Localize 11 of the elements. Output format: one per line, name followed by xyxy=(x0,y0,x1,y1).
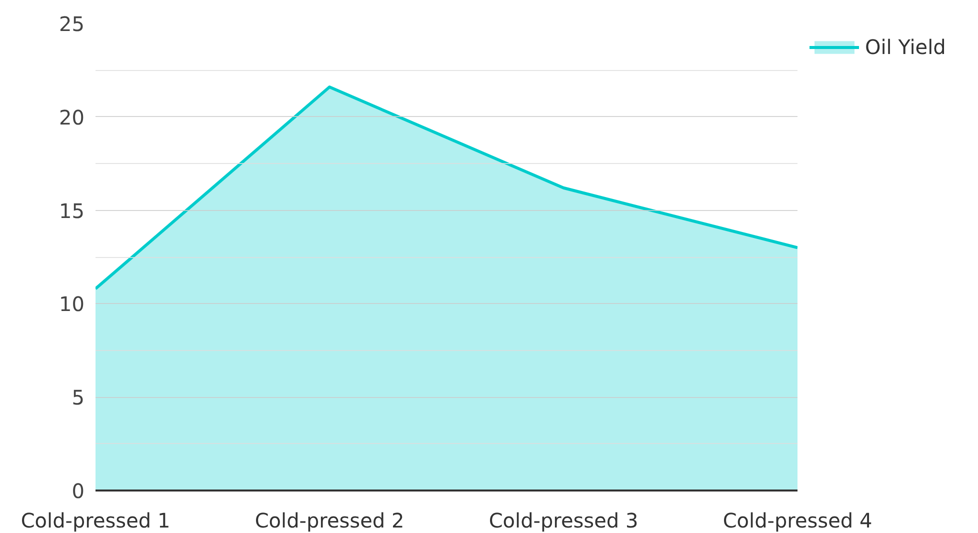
x-tick-label: Cold-pressed 4 xyxy=(722,508,872,532)
y-tick-label: 15 xyxy=(59,198,85,223)
y-tick-label: 5 xyxy=(72,386,85,410)
x-tick-label: Cold-pressed 3 xyxy=(488,508,638,532)
y-tick-label: 25 xyxy=(59,12,85,36)
y-tick-label: 20 xyxy=(59,105,85,130)
y-tick-label: 0 xyxy=(72,479,85,503)
x-tick-label: Cold-pressed 2 xyxy=(254,508,404,532)
x-tick-label: Cold-pressed 1 xyxy=(20,508,170,532)
y-tick-label: 10 xyxy=(59,292,85,316)
legend-label: Oil Yield xyxy=(865,35,946,59)
